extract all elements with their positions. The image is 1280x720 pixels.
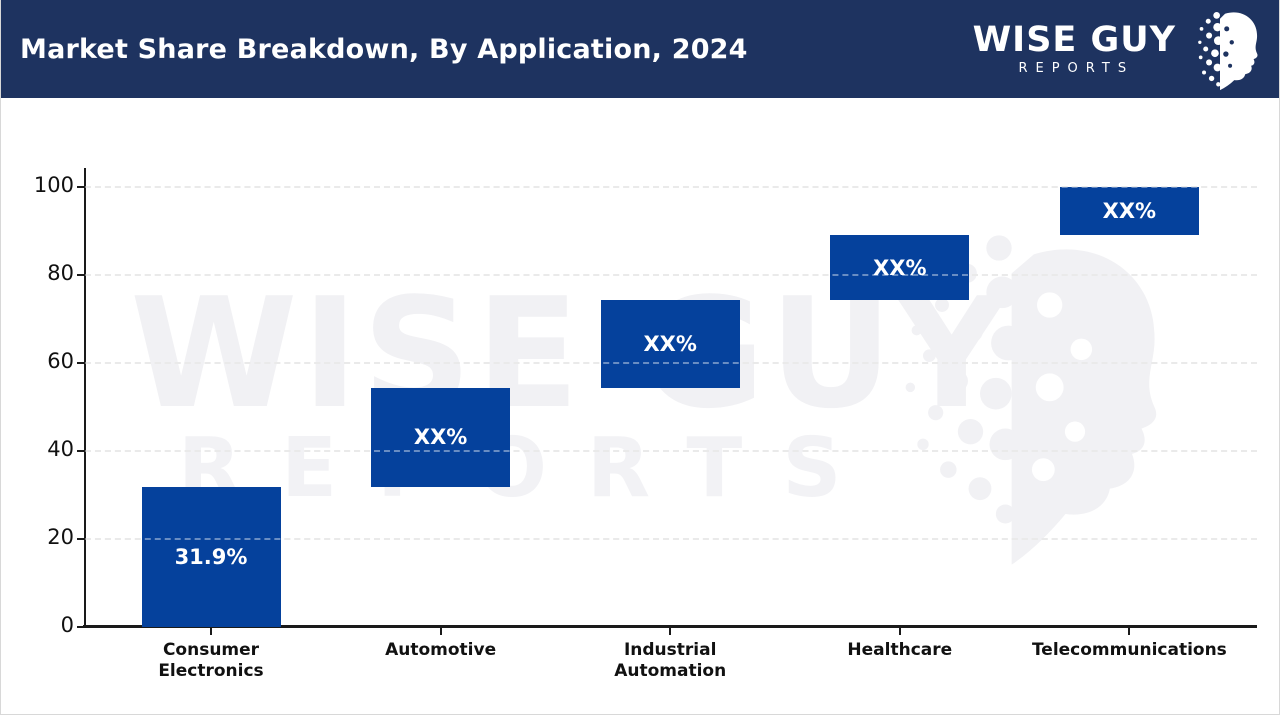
gridline-overlay (85, 274, 1257, 276)
watermark-wise-guy-text: WISE GUY (130, 265, 1011, 442)
y-axis-tick-mark (77, 450, 85, 452)
bar-value-label: XX% (873, 255, 927, 280)
logo-text: WISE GUY REPORTS (972, 19, 1176, 76)
bar-value-label: 31.9% (174, 544, 248, 569)
logo-head-icon (1198, 12, 1258, 91)
x-axis-category-label: Automotive (385, 640, 497, 660)
bar-value-label: XX% (1102, 199, 1157, 224)
y-axis-tick-mark (77, 186, 85, 188)
gridline (85, 274, 1257, 276)
gridline (85, 450, 1257, 452)
bar-value-label: XX% (413, 425, 468, 450)
bar-value-label: XX% (643, 331, 697, 356)
y-axis-tick-mark (77, 538, 85, 540)
waterfall-bar (1059, 187, 1199, 236)
watermark-head-icon (905, 235, 1157, 565)
waterfall-bar (600, 299, 740, 388)
x-axis-category-label: Industrial Automation (614, 640, 727, 682)
y-axis-line (84, 168, 86, 628)
gridline (85, 186, 1257, 188)
gridline-overlay (85, 450, 1257, 452)
wise-guy-reports-logo: WISE GUY REPORTS (973, 5, 1262, 93)
y-axis-tick-label: 20 (47, 525, 74, 549)
waterfall-bar (830, 235, 970, 300)
x-axis-category-label: Telecommunications (1031, 640, 1227, 660)
y-axis-tick-label: 40 (47, 437, 74, 461)
x-axis-tick-mark (898, 628, 901, 635)
header: Market Share Breakdown, By Application, … (0, 0, 1280, 98)
x-axis-tick-mark (669, 628, 672, 635)
logo-reports-label: REPORTS (1018, 60, 1135, 76)
gridline (85, 538, 1257, 540)
gridline-overlay (85, 186, 1257, 188)
y-axis-tick-label: 0 (60, 613, 74, 637)
x-axis-line (83, 625, 1257, 628)
y-axis-tick-label: 80 (47, 261, 74, 285)
gridline-overlay (85, 538, 1257, 540)
y-axis-tick-mark (77, 362, 85, 364)
x-axis-tick-mark (1128, 628, 1131, 635)
y-axis-tick-label: 60 (47, 349, 74, 373)
y-axis-tick-label: 100 (33, 173, 74, 197)
y-axis-tick-mark (77, 626, 85, 628)
y-axis-tick-mark (77, 274, 85, 276)
page-title: Market Share Breakdown, By Application, … (20, 33, 748, 65)
x-axis-tick-mark (210, 628, 212, 635)
watermark-reports-text: REPORTS (178, 421, 882, 516)
waterfall-bar (141, 486, 281, 627)
waterfall-bar (371, 387, 511, 487)
x-axis-tick-mark (439, 628, 442, 635)
gridline-overlay (85, 362, 1257, 364)
logo-wise-guy-label: WISE GUY (972, 19, 1176, 60)
x-axis-category-label: Healthcare (847, 640, 953, 660)
x-axis-category-label: Consumer Electronics (158, 640, 264, 682)
